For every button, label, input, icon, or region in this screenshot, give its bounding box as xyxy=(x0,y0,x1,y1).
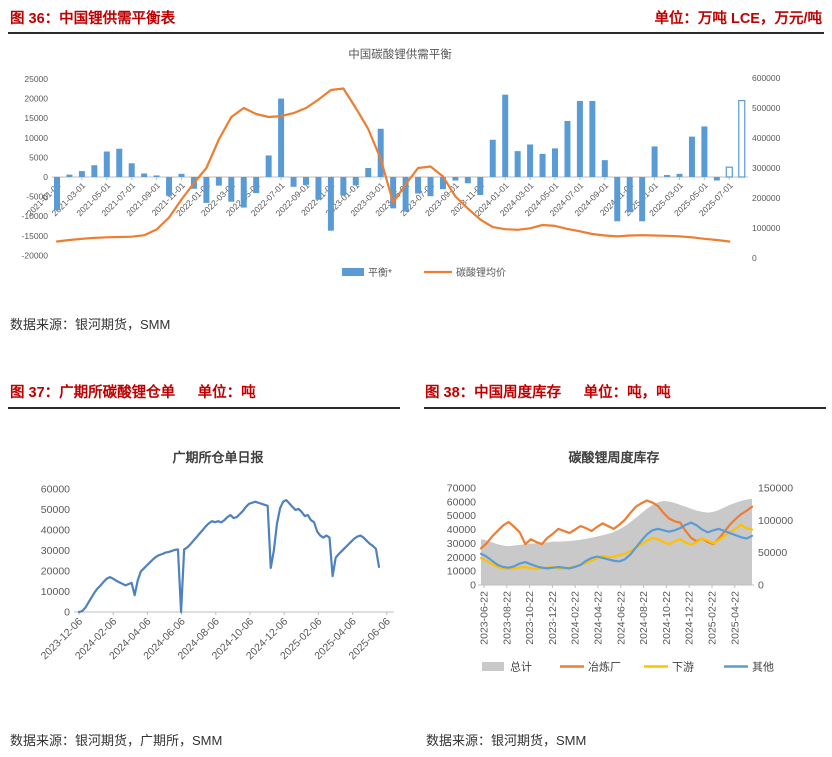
svg-text:0: 0 xyxy=(758,580,764,592)
svg-text:碳酸锂周度库存: 碳酸锂周度库存 xyxy=(568,450,659,465)
svg-text:2023-10-22: 2023-10-22 xyxy=(524,591,536,645)
fig37-header: 图 37：广期所碳酸锂仓单 单位：吨 xyxy=(10,381,256,402)
svg-text:中国碳酸锂供需平衡: 中国碳酸锂供需平衡 xyxy=(348,47,452,61)
svg-text:0: 0 xyxy=(43,172,48,182)
svg-text:20000: 20000 xyxy=(447,552,476,564)
svg-text:20000: 20000 xyxy=(24,94,48,104)
svg-text:10000: 10000 xyxy=(447,566,476,578)
svg-text:冶炼厂: 冶炼厂 xyxy=(588,660,621,674)
svg-text:2024-10-22: 2024-10-22 xyxy=(661,591,673,645)
svg-text:400000: 400000 xyxy=(752,133,781,143)
fig37-title-rule xyxy=(8,407,400,409)
svg-text:0: 0 xyxy=(752,253,757,263)
fig37-title: 图 37：广期所碳酸锂仓单 xyxy=(10,385,176,401)
svg-text:50000: 50000 xyxy=(41,504,70,516)
svg-text:2024-06-22: 2024-06-22 xyxy=(615,591,627,645)
svg-text:2023-08-22: 2023-08-22 xyxy=(501,591,513,645)
svg-text:2023-06-22: 2023-06-22 xyxy=(479,591,491,645)
fig36-source: 数据来源：银河期货，SMM xyxy=(10,317,171,332)
svg-text:30000: 30000 xyxy=(41,545,70,557)
svg-text:2025-02-22: 2025-02-22 xyxy=(707,591,719,645)
fig37-source: 数据来源：银河期货，广期所，SMM xyxy=(10,733,223,748)
svg-text:50000: 50000 xyxy=(758,547,787,559)
fig36-unit: 单位：万吨 LCE，万元/吨 xyxy=(654,11,822,27)
svg-text:5000: 5000 xyxy=(29,152,48,162)
svg-text:2024-04-22: 2024-04-22 xyxy=(593,591,605,645)
svg-text:-20000: -20000 xyxy=(22,250,49,260)
fig38-unit: 单位：吨，吨 xyxy=(583,385,671,401)
fig38-title-rule xyxy=(424,407,826,409)
svg-text:2025-04-22: 2025-04-22 xyxy=(729,591,741,645)
fig37-unit: 单位：吨 xyxy=(197,385,256,401)
fig38-source: 数据来源：银河期货，SMM xyxy=(426,733,587,748)
fig38-header: 图 38：中国周度库存 单位：吨，吨 xyxy=(425,381,671,402)
fig37-warehouse-receipt-chart: 60000500004000030000200001000002023-12-0… xyxy=(39,450,394,662)
svg-text:25000: 25000 xyxy=(24,74,48,84)
svg-text:200000: 200000 xyxy=(752,193,781,203)
svg-text:2023-12-22: 2023-12-22 xyxy=(547,591,559,645)
fig38-title: 图 38：中国周度库存 xyxy=(425,385,562,401)
svg-text:其他: 其他 xyxy=(752,661,774,674)
svg-text:10000: 10000 xyxy=(24,133,48,143)
svg-text:下游: 下游 xyxy=(672,661,694,674)
svg-text:500000: 500000 xyxy=(752,103,781,113)
svg-text:10000: 10000 xyxy=(41,586,70,598)
svg-text:40000: 40000 xyxy=(41,525,70,537)
svg-text:150000: 150000 xyxy=(758,483,793,495)
svg-text:-15000: -15000 xyxy=(22,231,49,241)
svg-text:2024-12-22: 2024-12-22 xyxy=(684,591,696,645)
svg-text:总计: 总计 xyxy=(510,660,532,674)
svg-text:100000: 100000 xyxy=(758,515,793,527)
svg-text:0: 0 xyxy=(470,580,476,592)
fig36-header: 图 36：中国锂供需平衡表 单位：万吨 LCE，万元/吨 xyxy=(10,7,822,28)
svg-text:2024-08-22: 2024-08-22 xyxy=(638,591,650,645)
svg-text:300000: 300000 xyxy=(752,163,781,173)
svg-text:60000: 60000 xyxy=(447,496,476,508)
svg-text:30000: 30000 xyxy=(447,538,476,550)
fig36-title: 图 36：中国锂供需平衡表 xyxy=(10,11,176,27)
fig36-title-rule xyxy=(8,32,824,34)
svg-text:60000: 60000 xyxy=(41,484,70,496)
svg-text:碳酸锂均价: 碳酸锂均价 xyxy=(456,266,506,279)
svg-text:平衡*: 平衡* xyxy=(368,267,392,279)
svg-text:-10000: -10000 xyxy=(22,211,49,221)
svg-text:70000: 70000 xyxy=(447,483,476,495)
svg-text:广期所仓单日报: 广期所仓单日报 xyxy=(172,450,264,465)
svg-text:50000: 50000 xyxy=(447,510,476,522)
svg-text:0: 0 xyxy=(64,607,70,619)
fig36-supply-demand-chart: 25000 20000 15000 10000 5000 0 -5000 -10000 -150… xyxy=(22,47,781,279)
svg-text:40000: 40000 xyxy=(447,524,476,536)
svg-text:-5000: -5000 xyxy=(26,192,48,202)
svg-text:15000: 15000 xyxy=(24,113,48,123)
fig38-weekly-inventory-chart: 7000060000500004000030000200001000001500… xyxy=(447,450,793,674)
svg-text:100000: 100000 xyxy=(752,223,781,233)
svg-text:2024-02-22: 2024-02-22 xyxy=(570,591,582,645)
svg-text:600000: 600000 xyxy=(752,73,781,83)
svg-text:20000: 20000 xyxy=(41,566,70,578)
